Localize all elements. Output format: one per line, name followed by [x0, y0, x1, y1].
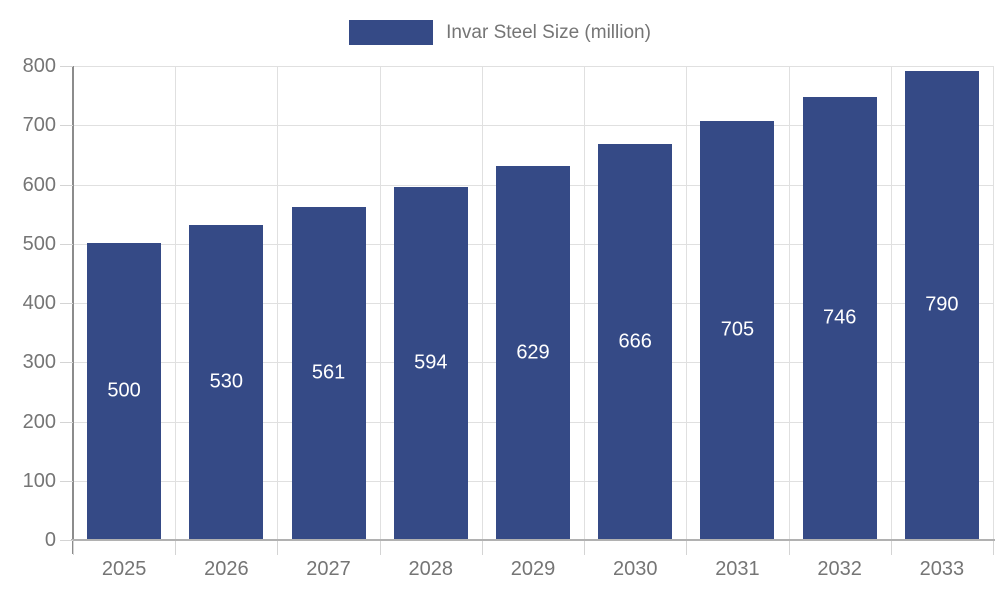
y-tick-mark-500 — [60, 243, 73, 245]
y-tick-label-400: 400 — [22, 292, 56, 314]
y-tick-mark-200 — [60, 421, 73, 423]
v-gridline-7 — [789, 66, 790, 540]
legend-label: Invar Steel Size (million) — [446, 22, 651, 43]
bar-2032[interactable]: 746 — [802, 97, 877, 539]
y-tick-label-100: 100 — [22, 469, 56, 492]
bar-2027[interactable]: 561 — [291, 206, 366, 539]
v-gridline-1 — [175, 66, 176, 540]
bar-2026[interactable]: 530 — [189, 224, 264, 539]
x-tick-mark-1 — [175, 541, 176, 555]
x-tick-label-2028: 2028 — [408, 558, 454, 580]
y-tick-mark-700 — [60, 125, 73, 127]
x-tick-mark-7 — [789, 541, 790, 555]
x-tick-mark-0 — [73, 541, 74, 555]
y-tick-mark-400 — [60, 303, 73, 304]
bar-value-label: 500 — [107, 379, 141, 402]
bar-value-label: 530 — [209, 370, 244, 393]
y-tick-label-500: 500 — [22, 232, 56, 255]
y-tick-label-600: 600 — [22, 173, 56, 196]
v-gridline-4 — [482, 66, 483, 540]
bar-value-label: 746 — [822, 306, 857, 329]
bar-2025[interactable]: 500 — [87, 242, 162, 539]
bar-2030[interactable]: 666 — [598, 144, 673, 539]
y-tick-label-0: 0 — [44, 529, 56, 551]
x-tick-label-2026: 2026 — [204, 558, 249, 580]
h-gridline-800 — [73, 66, 993, 67]
x-tick-mark-5 — [584, 541, 585, 555]
y-tick-label-800: 800 — [22, 55, 56, 77]
h-gridline-700 — [73, 125, 993, 127]
x-tick-label-2033: 2033 — [919, 558, 965, 580]
y-tick-label-700: 700 — [22, 114, 56, 137]
v-gridline-8 — [891, 66, 892, 540]
bar-value-label: 705 — [720, 318, 755, 341]
plot-area: 500 530 561 594 629 666 705 746 790 — [71, 66, 995, 554]
y-tick-label-300: 300 — [22, 351, 56, 374]
x-tick-label-2025: 2025 — [101, 558, 147, 580]
bar-value-label: 666 — [618, 330, 652, 353]
y-tick-mark-300 — [60, 362, 73, 364]
x-tick-label-2029: 2029 — [510, 558, 556, 580]
legend-swatch — [349, 20, 434, 45]
v-gridline-2 — [277, 66, 278, 540]
bar-2029[interactable]: 629 — [496, 166, 570, 539]
bar-value-label: 594 — [414, 351, 448, 374]
x-tick-label-2030: 2030 — [612, 558, 658, 580]
y-tick-mark-800 — [60, 66, 73, 67]
v-gridline-9 — [993, 66, 994, 540]
legend[interactable]: Invar Steel Size (million) — [0, 20, 1000, 45]
x-tick-mark-3 — [380, 541, 381, 555]
x-tick-mark-8 — [891, 541, 892, 555]
y-axis-line — [72, 66, 74, 554]
v-gridline-5 — [584, 66, 585, 540]
x-tick-mark-4 — [482, 541, 483, 555]
v-gridline-6 — [686, 66, 687, 540]
bar-value-label: 790 — [925, 293, 959, 316]
bar-2031[interactable]: 705 — [700, 121, 775, 539]
bar-value-label: 629 — [516, 341, 550, 364]
y-tick-label-200: 200 — [22, 410, 56, 433]
v-gridline-3 — [380, 66, 381, 540]
x-tick-label-2032: 2032 — [817, 558, 862, 580]
y-tick-mark-100 — [60, 480, 73, 482]
x-tick-mark-2 — [277, 541, 278, 555]
y-tick-mark-600 — [60, 184, 73, 186]
x-tick-mark-6 — [686, 541, 687, 555]
x-tick-mark-9 — [993, 541, 994, 555]
bar-value-label: 561 — [311, 361, 346, 384]
x-axis-line — [71, 539, 995, 541]
bar-2028[interactable]: 594 — [393, 187, 468, 539]
bar-2033[interactable]: 790 — [904, 70, 979, 539]
y-tick-mark-0 — [60, 540, 73, 541]
x-tick-label-2031: 2031 — [715, 558, 760, 580]
x-tick-label-2027: 2027 — [306, 558, 351, 580]
